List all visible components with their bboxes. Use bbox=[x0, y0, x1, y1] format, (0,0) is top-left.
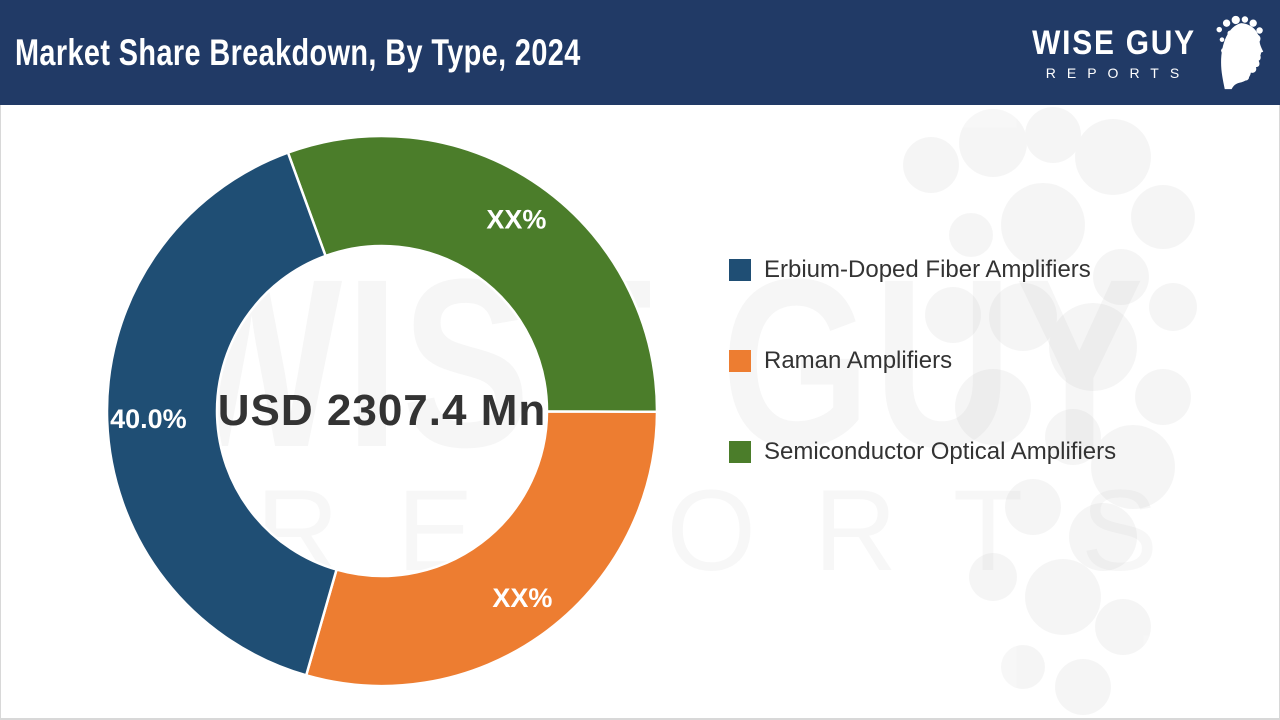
legend-item-semiconductor: Semiconductor Optical Amplifiers bbox=[729, 438, 1117, 465]
legend-item-erbium: Erbium-Doped Fiber Amplifiers bbox=[729, 256, 1116, 283]
chart-canvas: WISE GUY REPORTS XX%XX%40.0% USD 2307.4 … bbox=[0, 105, 1280, 720]
legend-label: Erbium-Doped Fiber Amplifiers bbox=[764, 256, 1091, 283]
logo-head-icon bbox=[1216, 15, 1264, 90]
donut-chart: XX% XX% 40.0% bbox=[105, 134, 659, 688]
brand-name: WISE GUY bbox=[1032, 24, 1196, 62]
header-bar: Market Share Breakdown, By Type, 2024 WI… bbox=[0, 0, 1280, 105]
donut-segment-1 bbox=[304, 410, 659, 688]
slice-share-label-0: 40.0% bbox=[110, 404, 187, 434]
slice-share-label-1: XX% bbox=[492, 583, 552, 613]
legend-label: Semiconductor Optical Amplifiers bbox=[764, 438, 1117, 465]
legend: Erbium-Doped Fiber Amplifiers Raman Ampl… bbox=[729, 256, 1117, 532]
legend-swatch-orange bbox=[729, 350, 751, 372]
donut-segment-2 bbox=[286, 134, 659, 414]
brand-logo-text: WISE GUY REPORTS bbox=[1021, 24, 1207, 81]
legend-label: Raman Amplifiers bbox=[764, 347, 953, 374]
legend-swatch-green bbox=[729, 441, 751, 463]
slice-share-label-2: XX% bbox=[486, 205, 546, 235]
donut-center-value: USD 2307.4 Mn bbox=[217, 386, 547, 435]
donut-segment-0 bbox=[105, 150, 339, 677]
legend-swatch-blue bbox=[729, 259, 751, 281]
brand-subtitle: REPORTS bbox=[1045, 65, 1191, 81]
page-title: Market Share Breakdown, By Type, 2024 bbox=[15, 31, 581, 73]
brand-logo: WISE GUY REPORTS bbox=[1021, 15, 1266, 90]
legend-item-raman: Raman Amplifiers bbox=[729, 347, 1116, 374]
